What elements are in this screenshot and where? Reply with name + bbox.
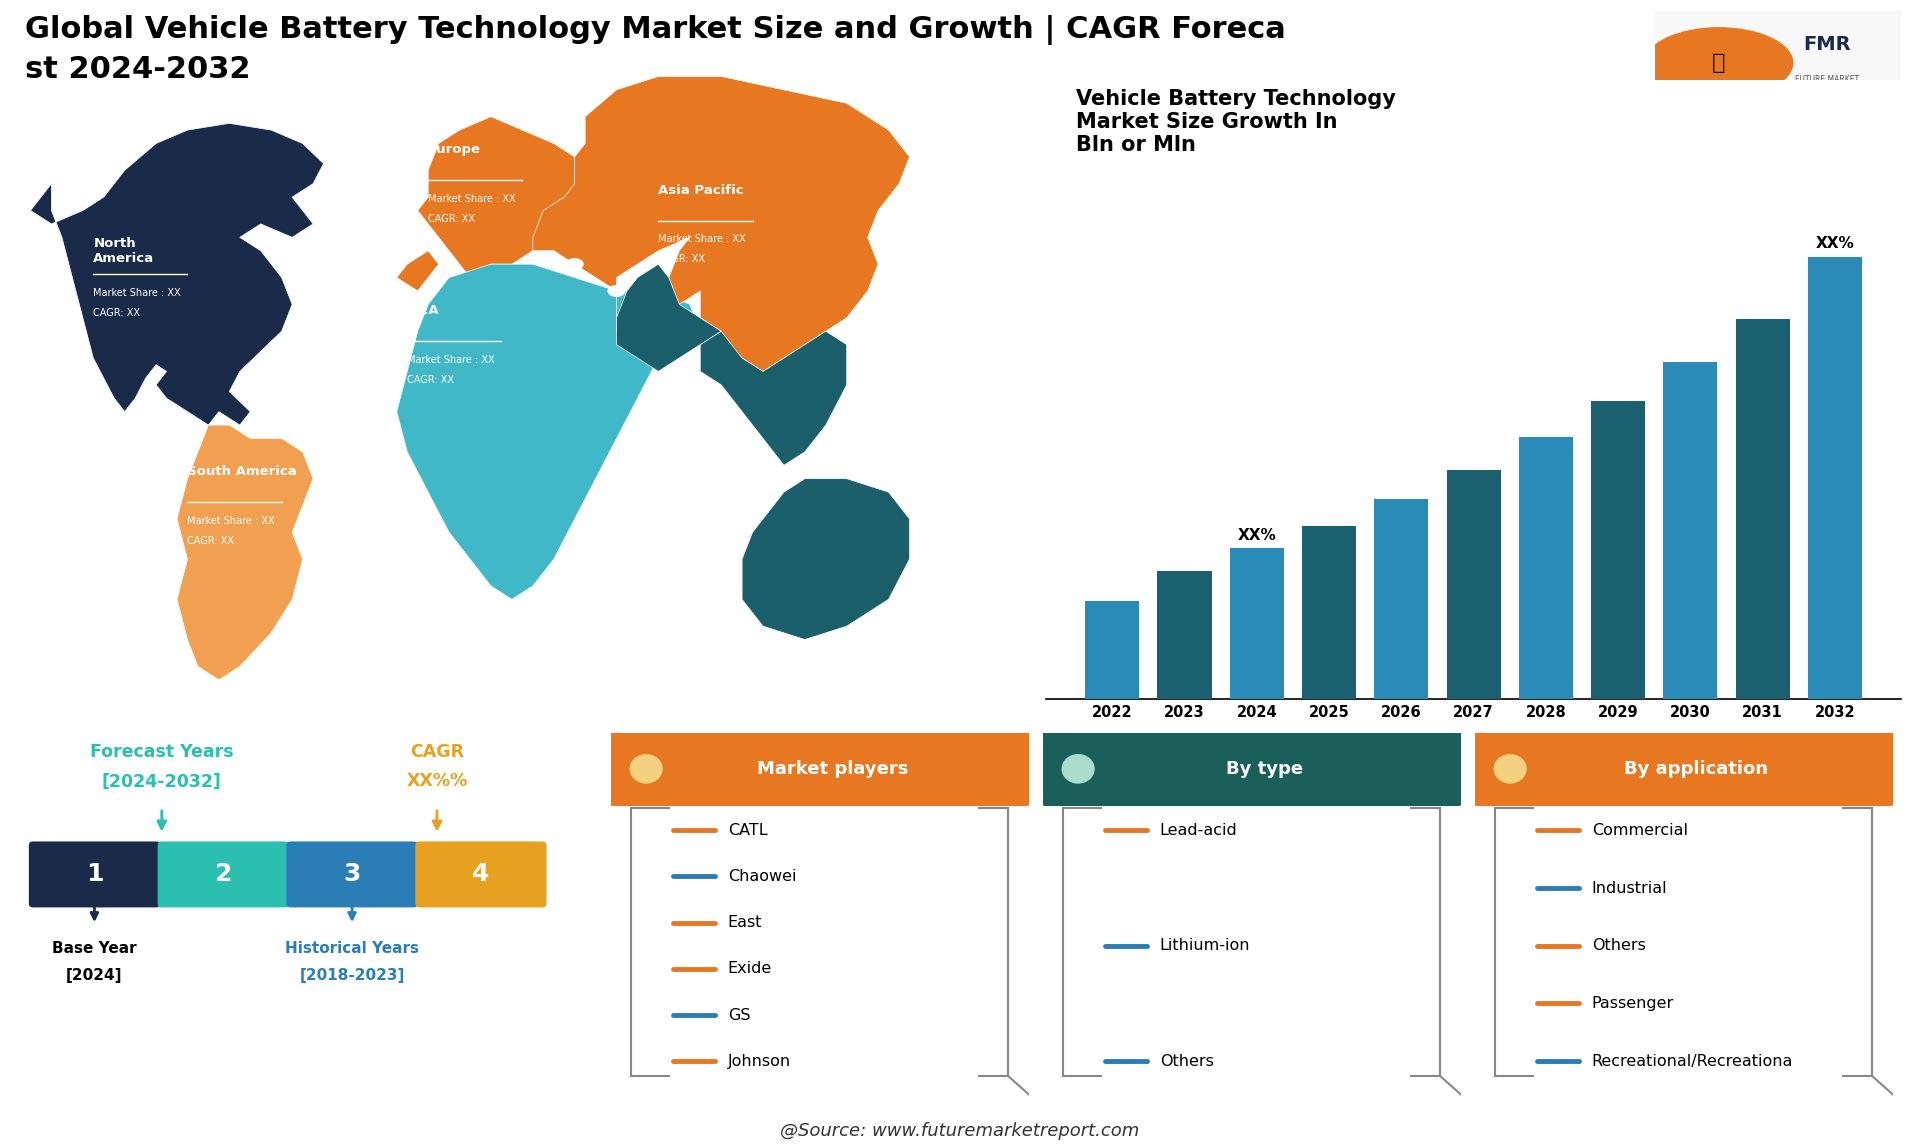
Text: GS: GS	[728, 1007, 751, 1022]
Text: Global Vehicle Battery Technology Market Size and Growth | CAGR Foreca: Global Vehicle Battery Technology Market…	[25, 15, 1286, 45]
Text: [2024]: [2024]	[65, 968, 123, 983]
Text: Industrial: Industrial	[1592, 880, 1667, 895]
Text: Chaowei: Chaowei	[728, 869, 797, 884]
Text: CAGR: CAGR	[411, 743, 465, 761]
Circle shape	[630, 755, 662, 783]
Text: Vehicle Battery Technology
Market Size Growth In
Bln or Mln: Vehicle Battery Technology Market Size G…	[1077, 89, 1396, 156]
Text: Commercial: Commercial	[1592, 823, 1688, 838]
FancyBboxPatch shape	[286, 841, 419, 908]
Bar	[1302, 526, 1356, 699]
Text: Others: Others	[1592, 939, 1645, 953]
FancyBboxPatch shape	[157, 841, 288, 908]
Text: [2024-2032]: [2024-2032]	[102, 772, 221, 791]
Text: By type: By type	[1225, 760, 1304, 778]
Text: @Source: www.futuremarketreport.com: @Source: www.futuremarketreport.com	[780, 1122, 1140, 1140]
FancyBboxPatch shape	[1469, 731, 1899, 806]
Text: Exide: Exide	[728, 961, 772, 976]
Circle shape	[609, 285, 624, 297]
Bar	[1229, 549, 1284, 699]
Text: Historical Years: Historical Years	[284, 941, 419, 957]
Bar	[1085, 601, 1139, 699]
Polygon shape	[741, 479, 910, 639]
Text: 4: 4	[472, 863, 490, 887]
Circle shape	[1645, 28, 1793, 97]
Polygon shape	[177, 425, 313, 680]
Polygon shape	[616, 265, 722, 371]
Polygon shape	[397, 251, 438, 291]
Text: FUTURE MARKET: FUTURE MARKET	[1795, 74, 1859, 84]
Text: MEA: MEA	[407, 305, 440, 317]
FancyBboxPatch shape	[415, 841, 547, 908]
Text: East: East	[728, 916, 762, 931]
Text: Market Share : XX: Market Share : XX	[659, 234, 747, 244]
Text: CATL: CATL	[728, 823, 768, 838]
Text: Base Year: Base Year	[52, 941, 136, 957]
Text: CAGR: XX: CAGR: XX	[188, 535, 234, 545]
Text: Asia Pacific: Asia Pacific	[659, 183, 743, 197]
Text: 2: 2	[215, 863, 232, 887]
FancyBboxPatch shape	[29, 841, 159, 908]
Text: Market Share : XX: Market Share : XX	[428, 194, 516, 204]
Text: CAGR: XX: CAGR: XX	[659, 254, 705, 264]
Text: CAGR: XX: CAGR: XX	[407, 375, 455, 385]
Text: Passenger: Passenger	[1592, 996, 1674, 1011]
Text: Forecast Years: Forecast Years	[90, 743, 234, 761]
Bar	[1446, 470, 1501, 699]
Text: Lead-acid: Lead-acid	[1160, 823, 1238, 838]
Text: Market players: Market players	[756, 760, 908, 778]
Text: Others: Others	[1160, 1053, 1213, 1069]
Text: FMR: FMR	[1803, 34, 1851, 54]
Text: Johnson: Johnson	[728, 1053, 791, 1069]
Bar	[1592, 401, 1645, 699]
Text: [2018-2023]: [2018-2023]	[300, 968, 405, 983]
Text: South America: South America	[188, 465, 298, 478]
FancyBboxPatch shape	[605, 731, 1035, 806]
Bar	[1158, 572, 1212, 699]
Text: 1: 1	[86, 863, 104, 887]
Text: REPORT: REPORT	[1812, 94, 1841, 102]
Bar	[1375, 500, 1428, 699]
Text: Market Share : XX: Market Share : XX	[94, 288, 180, 298]
Text: North
America: North America	[94, 237, 154, 266]
Text: Recreational/Recreationa: Recreational/Recreationa	[1592, 1053, 1793, 1069]
Polygon shape	[701, 331, 847, 465]
Circle shape	[1494, 755, 1526, 783]
Text: By application: By application	[1624, 760, 1768, 778]
Circle shape	[566, 259, 584, 269]
Bar	[1519, 437, 1572, 699]
Polygon shape	[419, 117, 607, 277]
Text: XX%%: XX%%	[407, 772, 468, 791]
FancyBboxPatch shape	[1647, 8, 1908, 132]
Bar	[1736, 320, 1789, 699]
FancyBboxPatch shape	[1037, 731, 1467, 806]
Text: Market Share : XX: Market Share : XX	[407, 354, 495, 364]
Text: st 2024-2032: st 2024-2032	[25, 55, 250, 84]
Text: 🏃: 🏃	[1713, 53, 1726, 73]
Polygon shape	[397, 265, 659, 599]
Polygon shape	[616, 291, 701, 358]
Text: CAGR: XX: CAGR: XX	[428, 214, 474, 223]
Polygon shape	[31, 124, 323, 425]
Bar	[1663, 362, 1718, 699]
Text: CAGR: XX: CAGR: XX	[94, 308, 140, 317]
Text: Market Share : XX: Market Share : XX	[188, 516, 275, 526]
Polygon shape	[534, 77, 910, 371]
Circle shape	[1062, 755, 1094, 783]
Text: Europe: Europe	[428, 143, 482, 157]
Text: Lithium-ion: Lithium-ion	[1160, 939, 1250, 953]
Text: XX%: XX%	[1816, 236, 1855, 251]
Text: XX%: XX%	[1238, 527, 1277, 542]
Text: 3: 3	[344, 863, 361, 887]
Bar	[1809, 257, 1862, 699]
